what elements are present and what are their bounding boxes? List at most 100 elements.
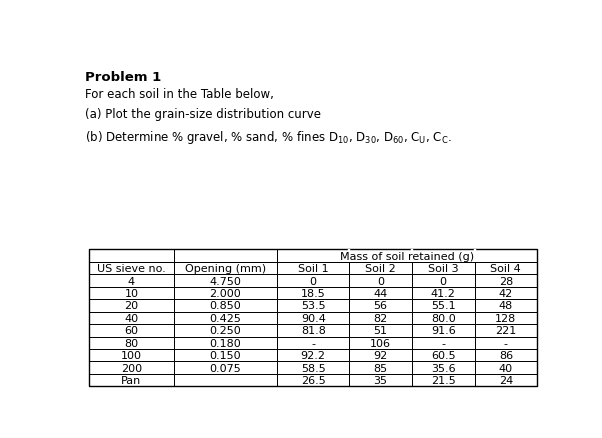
Text: 51: 51 — [374, 325, 388, 336]
Text: (a) Plot the grain-size distribution curve: (a) Plot the grain-size distribution cur… — [84, 108, 321, 121]
Text: Soil 4: Soil 4 — [491, 264, 521, 273]
Bar — [349, 349, 412, 362]
Text: 4: 4 — [128, 276, 135, 286]
Bar — [277, 362, 349, 374]
Bar — [89, 250, 173, 262]
Bar — [474, 300, 537, 312]
Text: 82: 82 — [373, 313, 388, 323]
Text: 60.5: 60.5 — [431, 350, 456, 360]
Text: 80: 80 — [125, 338, 138, 348]
Text: 21.5: 21.5 — [431, 375, 456, 385]
Bar — [173, 374, 277, 386]
Text: -: - — [441, 338, 445, 348]
Text: 100: 100 — [121, 350, 142, 360]
Text: 92: 92 — [373, 350, 388, 360]
Bar — [349, 300, 412, 312]
Bar — [349, 275, 412, 287]
Bar — [474, 262, 537, 275]
Text: 90.4: 90.4 — [301, 313, 326, 323]
Bar — [89, 325, 173, 337]
Text: 48: 48 — [498, 301, 513, 311]
Bar — [474, 250, 537, 262]
Text: 40: 40 — [499, 363, 513, 373]
Text: 0.425: 0.425 — [209, 313, 241, 323]
Bar — [412, 275, 474, 287]
Bar — [89, 337, 173, 349]
Bar — [349, 262, 412, 275]
Text: 0.850: 0.850 — [209, 301, 241, 311]
Bar — [89, 349, 173, 362]
Bar — [173, 287, 277, 300]
Text: 86: 86 — [499, 350, 513, 360]
Bar — [474, 312, 537, 325]
Bar — [474, 349, 537, 362]
Bar — [412, 374, 474, 386]
Text: 60: 60 — [125, 325, 138, 336]
Text: Soil 3: Soil 3 — [428, 264, 459, 273]
Text: Problem 1: Problem 1 — [84, 71, 161, 84]
Text: Soil 1: Soil 1 — [298, 264, 329, 273]
Text: 221: 221 — [495, 325, 517, 336]
Bar — [173, 300, 277, 312]
Text: 26.5: 26.5 — [301, 375, 326, 385]
Bar — [412, 300, 474, 312]
Bar — [412, 287, 474, 300]
Bar — [89, 312, 173, 325]
Text: 28: 28 — [498, 276, 513, 286]
Bar — [412, 250, 474, 262]
Text: 42: 42 — [498, 288, 513, 298]
Bar — [277, 287, 349, 300]
Bar — [277, 349, 349, 362]
Bar — [349, 312, 412, 325]
Text: 85: 85 — [374, 363, 388, 373]
Bar — [277, 337, 349, 349]
Bar — [349, 325, 412, 337]
Text: 128: 128 — [495, 313, 517, 323]
Bar — [89, 262, 173, 275]
Bar — [89, 300, 173, 312]
Text: 41.2: 41.2 — [431, 288, 456, 298]
Text: 0: 0 — [309, 276, 317, 286]
Text: 10: 10 — [125, 288, 138, 298]
Text: 2.000: 2.000 — [209, 288, 241, 298]
Text: 40: 40 — [125, 313, 138, 323]
Bar — [277, 262, 349, 275]
Bar — [349, 362, 412, 374]
Text: Mass of soil retained (g): Mass of soil retained (g) — [340, 251, 474, 261]
Text: For each soil in the Table below,: For each soil in the Table below, — [84, 88, 273, 101]
Bar — [474, 287, 537, 300]
Bar — [412, 349, 474, 362]
Bar — [277, 374, 349, 386]
Bar — [173, 337, 277, 349]
Bar — [277, 325, 349, 337]
Text: 4.750: 4.750 — [209, 276, 241, 286]
Bar — [474, 337, 537, 349]
Text: 91.6: 91.6 — [431, 325, 456, 336]
Text: 0.075: 0.075 — [209, 363, 241, 373]
Bar — [412, 337, 474, 349]
Bar — [349, 337, 412, 349]
Bar — [173, 275, 277, 287]
Text: 44: 44 — [373, 288, 388, 298]
Text: 53.5: 53.5 — [301, 301, 326, 311]
Bar — [173, 349, 277, 362]
Bar — [277, 275, 349, 287]
Text: 106: 106 — [370, 338, 391, 348]
Bar — [412, 325, 474, 337]
Text: US sieve no.: US sieve no. — [97, 264, 166, 273]
Text: 80.0: 80.0 — [431, 313, 456, 323]
Bar — [474, 275, 537, 287]
Bar — [89, 362, 173, 374]
Text: Pan: Pan — [121, 375, 141, 385]
Text: 0: 0 — [439, 276, 447, 286]
Text: 200: 200 — [121, 363, 142, 373]
Text: 92.2: 92.2 — [300, 350, 326, 360]
Text: 0.250: 0.250 — [209, 325, 241, 336]
Bar — [412, 362, 474, 374]
Text: 0.150: 0.150 — [209, 350, 241, 360]
Bar — [173, 312, 277, 325]
Text: -: - — [504, 338, 508, 348]
Bar — [474, 362, 537, 374]
Bar — [277, 300, 349, 312]
Bar — [173, 362, 277, 374]
